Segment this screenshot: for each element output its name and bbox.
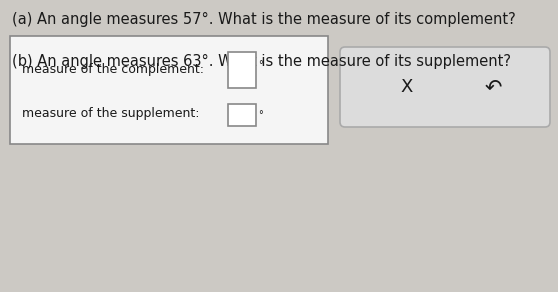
Text: °: ° [258,110,263,120]
FancyBboxPatch shape [228,52,256,88]
Text: (b) An angle measures 63°. What is the measure of its supplement?: (b) An angle measures 63°. What is the m… [12,54,511,69]
Text: (a) An angle measures 57°. What is the measure of its complement?: (a) An angle measures 57°. What is the m… [12,12,516,27]
FancyBboxPatch shape [228,104,256,126]
Text: measure of the complement:: measure of the complement: [22,63,204,77]
FancyBboxPatch shape [340,47,550,127]
Text: ↶: ↶ [484,77,502,97]
Text: X: X [401,78,413,96]
Text: °: ° [258,60,263,70]
FancyBboxPatch shape [10,36,328,144]
Text: measure of the supplement:: measure of the supplement: [22,107,200,121]
